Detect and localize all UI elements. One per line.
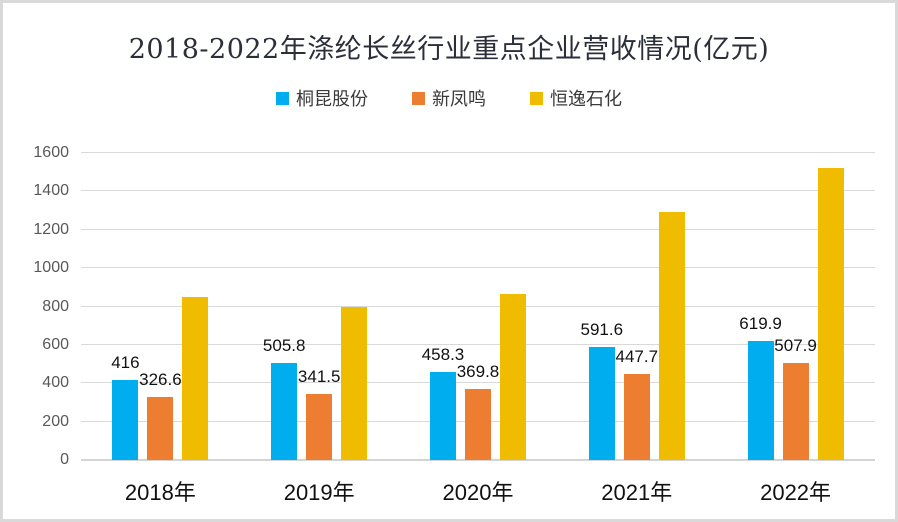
bar-桐昆股份: 458.3 xyxy=(422,346,464,460)
x-category-label: 2020年 xyxy=(442,480,514,505)
bar-桐昆股份: 619.9 xyxy=(739,315,782,460)
legend-label: 恒逸石化 xyxy=(550,89,622,110)
bar-新凤鸣: 369.8 xyxy=(457,363,499,460)
y-tick-label: 400 xyxy=(42,374,69,392)
bar-value-label: 341.5 xyxy=(297,367,341,387)
bar-groups: 416 326.6 2018年 505.8 341.5 2019年 458.3 369.8 20… xyxy=(81,153,875,505)
x-category-label: 2022年 xyxy=(760,480,832,505)
legend: 桐昆股份 新凤鸣 恒逸石化 xyxy=(3,85,895,111)
gridline xyxy=(81,228,875,230)
x-category-label: 2021年 xyxy=(601,480,673,505)
y-tick-label: 1600 xyxy=(33,144,69,161)
gridline xyxy=(81,305,875,307)
bar-value-label: 505.8 xyxy=(262,335,306,355)
gridline xyxy=(81,267,875,269)
bar-value-label: 369.8 xyxy=(456,362,500,382)
legend-item: 恒逸石化 xyxy=(530,85,622,111)
y-tick-label: 1200 xyxy=(33,220,69,238)
bar-group: 505.8 341.5 2019年 xyxy=(263,153,368,505)
bar-桐昆股份: 416 xyxy=(111,354,140,460)
legend-item: 桐昆股份 xyxy=(276,85,368,111)
y-tick-label: 0 xyxy=(60,451,69,468)
y-tick-label: 1000 xyxy=(33,259,69,277)
y-tick-label: 1400 xyxy=(33,182,69,200)
bar-value-label: 619.9 xyxy=(739,314,782,334)
legend-swatch xyxy=(530,91,543,105)
bar-桐昆股份: 591.6 xyxy=(581,321,623,460)
bar-恒逸石化 xyxy=(182,296,209,460)
chart-title: 2018-2022年涤纶长丝行业重点企业营收情况(亿元) xyxy=(128,34,770,65)
bar-新凤鸣: 326.6 xyxy=(139,371,182,460)
bar-新凤鸣: 341.5 xyxy=(298,368,340,460)
y-tick-label: 800 xyxy=(42,297,69,315)
bar-group: 591.6 447.7 2021年 xyxy=(581,153,685,505)
bar-恒逸石化 xyxy=(817,168,844,460)
bar-恒逸石化 xyxy=(658,212,685,460)
x-axis-line xyxy=(81,459,875,461)
legend-swatch xyxy=(276,91,289,105)
bar-新凤鸣: 507.9 xyxy=(774,337,817,460)
bar-value-label: 507.9 xyxy=(774,335,817,355)
bar-value-label: 591.6 xyxy=(580,319,624,339)
legend-label: 新凤鸣 xyxy=(432,89,486,110)
bar-value-label: 447.7 xyxy=(615,347,659,367)
bar-group: 416 326.6 2018年 xyxy=(111,153,209,505)
bar-group: 458.3 369.8 2020年 xyxy=(422,153,526,505)
bar-value-label: 458.3 xyxy=(421,345,465,365)
gridline xyxy=(81,152,875,153)
plot-area: 416 326.6 2018年 505.8 341.5 2019年 458.3 369.8 20… xyxy=(81,152,875,505)
y-tick-label: 600 xyxy=(42,335,69,353)
bar-group: 619.9 507.9 2022年 xyxy=(739,153,844,505)
bar-桐昆股份: 505.8 xyxy=(263,337,305,460)
bar-恒逸石化 xyxy=(499,294,526,460)
bar-value-label: 416 xyxy=(111,353,140,373)
x-category-label: 2019年 xyxy=(283,480,355,505)
legend-swatch xyxy=(412,91,425,105)
legend-item: 新凤鸣 xyxy=(412,85,486,111)
bar-value-label: 326.6 xyxy=(139,370,182,390)
legend-label: 桐昆股份 xyxy=(296,89,368,110)
gridline xyxy=(81,343,875,345)
x-category-label: 2018年 xyxy=(124,480,196,505)
bar-新凤鸣: 447.7 xyxy=(616,348,658,460)
gridline xyxy=(81,190,875,192)
y-tick-label: 200 xyxy=(42,412,69,430)
y-axis: 0 200 400 600 800 1000 1200 1400 1600 xyxy=(9,145,69,468)
bar-恒逸石化 xyxy=(341,307,368,460)
gridline xyxy=(81,382,875,384)
